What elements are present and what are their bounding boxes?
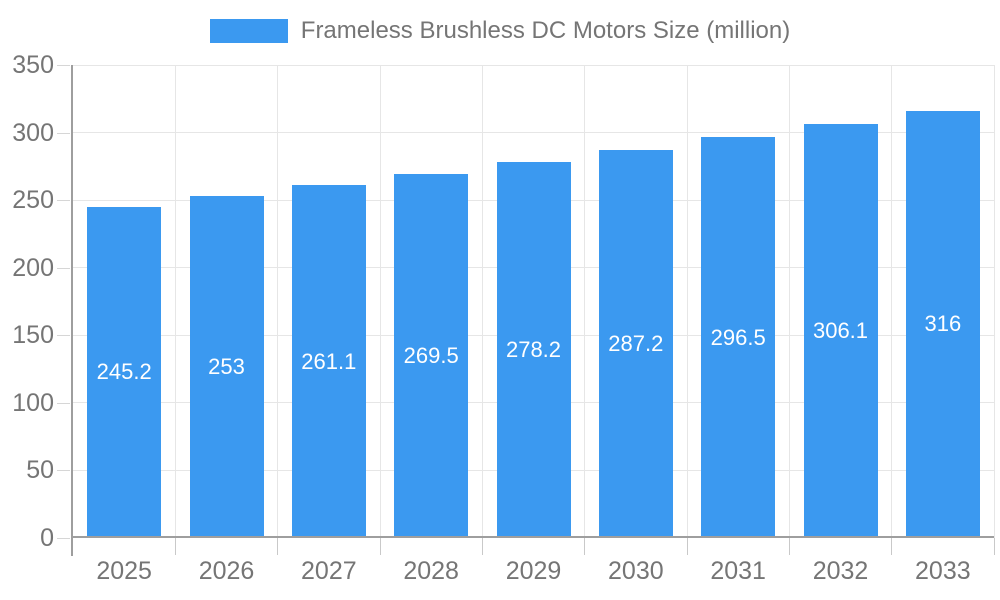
x-tick-label: 2033 bbox=[915, 557, 971, 585]
legend-swatch-icon bbox=[209, 19, 288, 43]
y-tick-label: 0 bbox=[40, 524, 54, 552]
bar-value-label: 261.1 bbox=[301, 348, 357, 374]
bar[interactable] bbox=[87, 206, 162, 538]
bar[interactable] bbox=[189, 196, 264, 538]
bar-value-label: 287.2 bbox=[608, 330, 664, 356]
bar[interactable] bbox=[905, 110, 980, 538]
bar[interactable] bbox=[496, 162, 571, 538]
x-gridline bbox=[379, 65, 381, 538]
y-tick-mark bbox=[57, 132, 70, 134]
bar-value-label: 269.5 bbox=[403, 342, 459, 368]
legend-label: Frameless Brushless DC Motors Size (mill… bbox=[300, 17, 791, 44]
y-gridline bbox=[73, 132, 994, 134]
x-tick-label: 2025 bbox=[96, 557, 152, 585]
y-tick-mark bbox=[57, 65, 70, 66]
bar[interactable] bbox=[701, 137, 776, 538]
y-tick-label: 200 bbox=[12, 253, 54, 282]
x-tick-mark bbox=[379, 538, 381, 555]
x-gridline bbox=[891, 65, 893, 538]
bar[interactable] bbox=[394, 173, 469, 538]
y-tick-mark bbox=[57, 335, 70, 337]
bar-value-label: 253 bbox=[208, 354, 245, 380]
x-tick-label: 2031 bbox=[710, 557, 766, 585]
x-tick-mark bbox=[788, 538, 790, 555]
x-tick-mark bbox=[481, 538, 483, 555]
bar[interactable] bbox=[291, 185, 366, 538]
y-tick-mark bbox=[57, 200, 70, 202]
x-tick-mark bbox=[277, 538, 279, 555]
x-tick-label: 2027 bbox=[301, 557, 357, 585]
bar[interactable] bbox=[598, 149, 673, 538]
x-tick-label: 2026 bbox=[198, 557, 255, 585]
x-tick-mark bbox=[891, 538, 893, 555]
x-tick-label: 2032 bbox=[812, 557, 869, 585]
x-tick-label: 2030 bbox=[608, 557, 664, 585]
x-gridline bbox=[993, 65, 995, 538]
y-gridline bbox=[73, 64, 994, 66]
x-tick-mark bbox=[993, 538, 995, 555]
y-tick-mark bbox=[57, 267, 70, 269]
y-tick-label: 50 bbox=[26, 456, 54, 485]
y-axis-line bbox=[71, 65, 73, 556]
bar-value-label: 316 bbox=[924, 311, 962, 337]
x-gridline bbox=[788, 65, 790, 538]
plot-area: 0 50 100 150 200 250 300 350 245.2 2025 253 2026 261… bbox=[12, 51, 995, 585]
bar-value-label: 296.5 bbox=[710, 324, 766, 350]
bar-value-label: 306.1 bbox=[812, 318, 869, 344]
y-tick-mark bbox=[57, 538, 70, 539]
x-gridline bbox=[277, 65, 279, 538]
y-tick-label: 250 bbox=[12, 186, 54, 215]
y-tick-label: 350 bbox=[12, 51, 54, 79]
x-gridline bbox=[174, 65, 176, 538]
y-tick-mark bbox=[57, 470, 70, 472]
y-tick-label: 100 bbox=[12, 388, 54, 417]
x-gridline bbox=[481, 65, 483, 538]
x-gridline bbox=[686, 65, 688, 538]
bar[interactable] bbox=[803, 124, 878, 538]
x-axis-line bbox=[71, 536, 994, 538]
bar-value-label: 245.2 bbox=[96, 359, 152, 385]
y-tick-mark bbox=[57, 402, 70, 404]
bar-value-label: 278.2 bbox=[505, 337, 562, 363]
y-tick-label: 300 bbox=[12, 118, 54, 147]
y-tick-label: 150 bbox=[12, 321, 54, 350]
legend[interactable]: Frameless Brushless DC Motors Size (mill… bbox=[0, 17, 1000, 45]
x-gridline bbox=[584, 65, 586, 538]
x-tick-label: 2028 bbox=[403, 557, 459, 585]
x-tick-mark bbox=[686, 538, 688, 555]
x-tick-mark bbox=[174, 538, 176, 555]
x-tick-mark bbox=[584, 538, 586, 555]
x-tick-label: 2029 bbox=[505, 557, 562, 585]
